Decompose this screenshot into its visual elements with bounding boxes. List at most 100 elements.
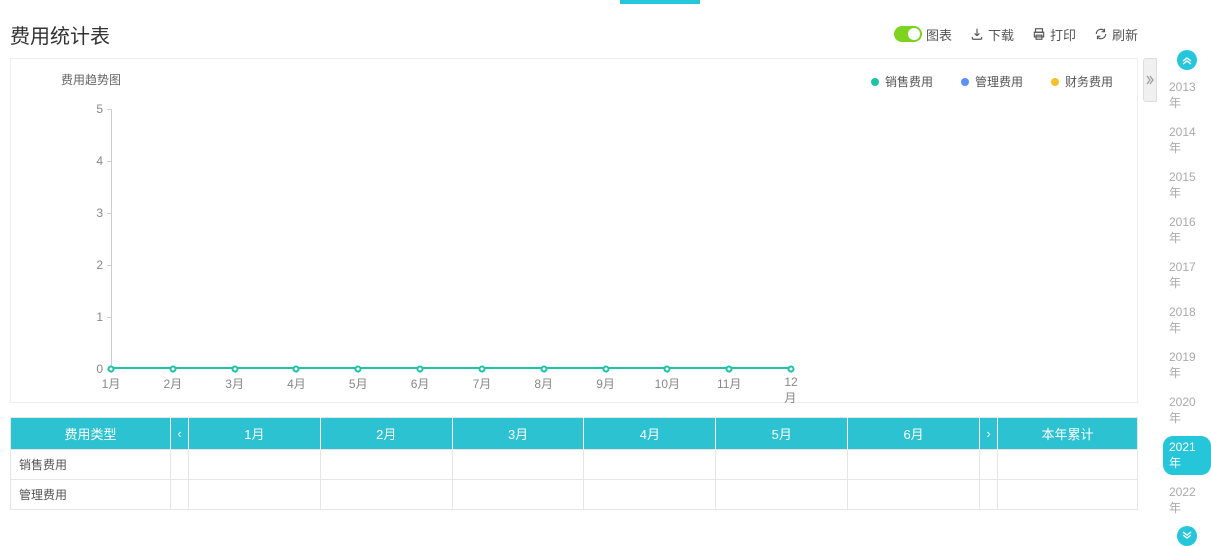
col-month: 6月	[848, 418, 980, 450]
cell	[716, 450, 848, 480]
series-marker	[108, 366, 115, 373]
row-nav-spacer	[171, 480, 189, 510]
year-rail: 2013年 2014年 2015年 2016年 2017年 2018年 2019年 2020年…	[1163, 50, 1211, 546]
cell	[584, 480, 716, 510]
chevron-down-double-icon	[1182, 531, 1192, 541]
table-next-months[interactable]: ›	[980, 418, 998, 450]
col-total: 本年累计	[998, 418, 1138, 450]
page-header: 费用统计表 图表 下载 打印 刷新	[10, 18, 1138, 50]
row-label: 管理费用	[11, 480, 171, 510]
print-label: 打印	[1050, 25, 1076, 44]
year-item[interactable]: 2022年	[1163, 481, 1211, 520]
refresh-icon	[1094, 27, 1108, 41]
legend-dot-icon	[871, 78, 879, 86]
cell	[848, 450, 980, 480]
series-marker	[602, 366, 609, 373]
legend-label: 销售费用	[885, 73, 933, 90]
row-label: 销售费用	[11, 450, 171, 480]
year-item[interactable]: 2016年	[1163, 211, 1211, 250]
refresh-label: 刷新	[1112, 25, 1138, 44]
col-type: 费用类型	[11, 418, 171, 450]
series-marker	[169, 366, 176, 373]
y-axis	[111, 109, 112, 369]
cell	[452, 450, 584, 480]
cell	[320, 450, 452, 480]
main-area: 费用统计表 图表 下载 打印 刷新 费用趋势图 销	[10, 18, 1138, 510]
cell	[848, 480, 980, 510]
series-marker	[478, 366, 485, 373]
x-tick-label: 11月	[717, 375, 741, 392]
series-marker	[231, 366, 238, 373]
toggle-switch-icon[interactable]	[894, 26, 922, 42]
row-nav-spacer	[171, 450, 189, 480]
legend-item[interactable]: 管理费用	[961, 73, 1023, 90]
chart-toggle-label: 图表	[926, 25, 952, 44]
year-item[interactable]: 2014年	[1163, 121, 1211, 160]
chevron-right-double-icon	[1146, 75, 1154, 85]
year-item[interactable]: 2015年	[1163, 166, 1211, 205]
cell	[452, 480, 584, 510]
cell	[189, 480, 321, 510]
x-tick-label: 7月	[473, 375, 492, 392]
page-title: 费用统计表	[10, 20, 110, 49]
y-tick-label: 0	[96, 362, 103, 376]
series-marker	[540, 366, 547, 373]
chart-legend: 销售费用 管理费用 财务费用	[871, 73, 1113, 90]
chart-card: 费用趋势图 销售费用 管理费用 财务费用 0123451月2月3月4月5月6月7…	[10, 58, 1138, 403]
row-nav-spacer	[980, 450, 998, 480]
top-accent-bar	[620, 0, 700, 4]
series-marker	[355, 366, 362, 373]
series-line	[111, 367, 791, 369]
col-month: 1月	[189, 418, 321, 450]
cell	[584, 450, 716, 480]
cell	[320, 480, 452, 510]
table-prev-months[interactable]: ‹	[171, 418, 189, 450]
year-item[interactable]: 2013年	[1163, 76, 1211, 115]
chart-plot: 0123451月2月3月4月5月6月7月8月9月10月11月12月	[111, 109, 791, 369]
x-tick-label: 8月	[534, 375, 553, 392]
legend-dot-icon	[961, 78, 969, 86]
collapse-year-rail[interactable]	[1143, 58, 1157, 102]
x-tick-label: 12月	[784, 375, 797, 406]
year-scroll-down[interactable]	[1177, 526, 1197, 546]
row-nav-spacer	[980, 480, 998, 510]
x-tick-label: 5月	[349, 375, 368, 392]
col-month: 2月	[320, 418, 452, 450]
y-tick-label: 2	[96, 258, 103, 272]
print-button[interactable]: 打印	[1032, 25, 1076, 44]
year-item[interactable]: 2019年	[1163, 346, 1211, 385]
x-tick-label: 1月	[102, 375, 121, 392]
legend-label: 管理费用	[975, 73, 1023, 90]
refresh-button[interactable]: 刷新	[1094, 25, 1138, 44]
year-item[interactable]: 2017年	[1163, 256, 1211, 295]
col-month: 4月	[584, 418, 716, 450]
table-row: 管理费用	[11, 480, 1138, 510]
year-list: 2013年 2014年 2015年 2016年 2017年 2018年 2019年 2020年…	[1163, 76, 1211, 520]
legend-item[interactable]: 销售费用	[871, 73, 933, 90]
legend-dot-icon	[1051, 78, 1059, 86]
year-item[interactable]: 2018年	[1163, 301, 1211, 340]
year-scroll-up[interactable]	[1177, 50, 1197, 70]
chart-toggle[interactable]: 图表	[894, 25, 952, 44]
download-label: 下载	[988, 25, 1014, 44]
x-tick-label: 4月	[287, 375, 306, 392]
row-total	[998, 480, 1138, 510]
series-marker	[664, 366, 671, 373]
series-marker	[788, 366, 795, 373]
legend-item[interactable]: 财务费用	[1051, 73, 1113, 90]
x-tick-label: 3月	[225, 375, 244, 392]
x-tick-label: 6月	[411, 375, 430, 392]
y-tick-label: 5	[96, 102, 103, 116]
col-month: 3月	[452, 418, 584, 450]
y-tick-label: 1	[96, 310, 103, 324]
legend-label: 财务费用	[1065, 73, 1113, 90]
series-marker	[726, 366, 733, 373]
year-item[interactable]: 2020年	[1163, 391, 1211, 430]
row-total	[998, 450, 1138, 480]
download-button[interactable]: 下载	[970, 25, 1014, 44]
year-item[interactable]: 2021年	[1163, 436, 1211, 475]
table-row: 销售费用	[11, 450, 1138, 480]
download-icon	[970, 27, 984, 41]
y-tick-label: 3	[96, 206, 103, 220]
table-header-row: 费用类型 ‹ 1月 2月 3月 4月 5月 6月 › 本年累计	[11, 418, 1138, 450]
